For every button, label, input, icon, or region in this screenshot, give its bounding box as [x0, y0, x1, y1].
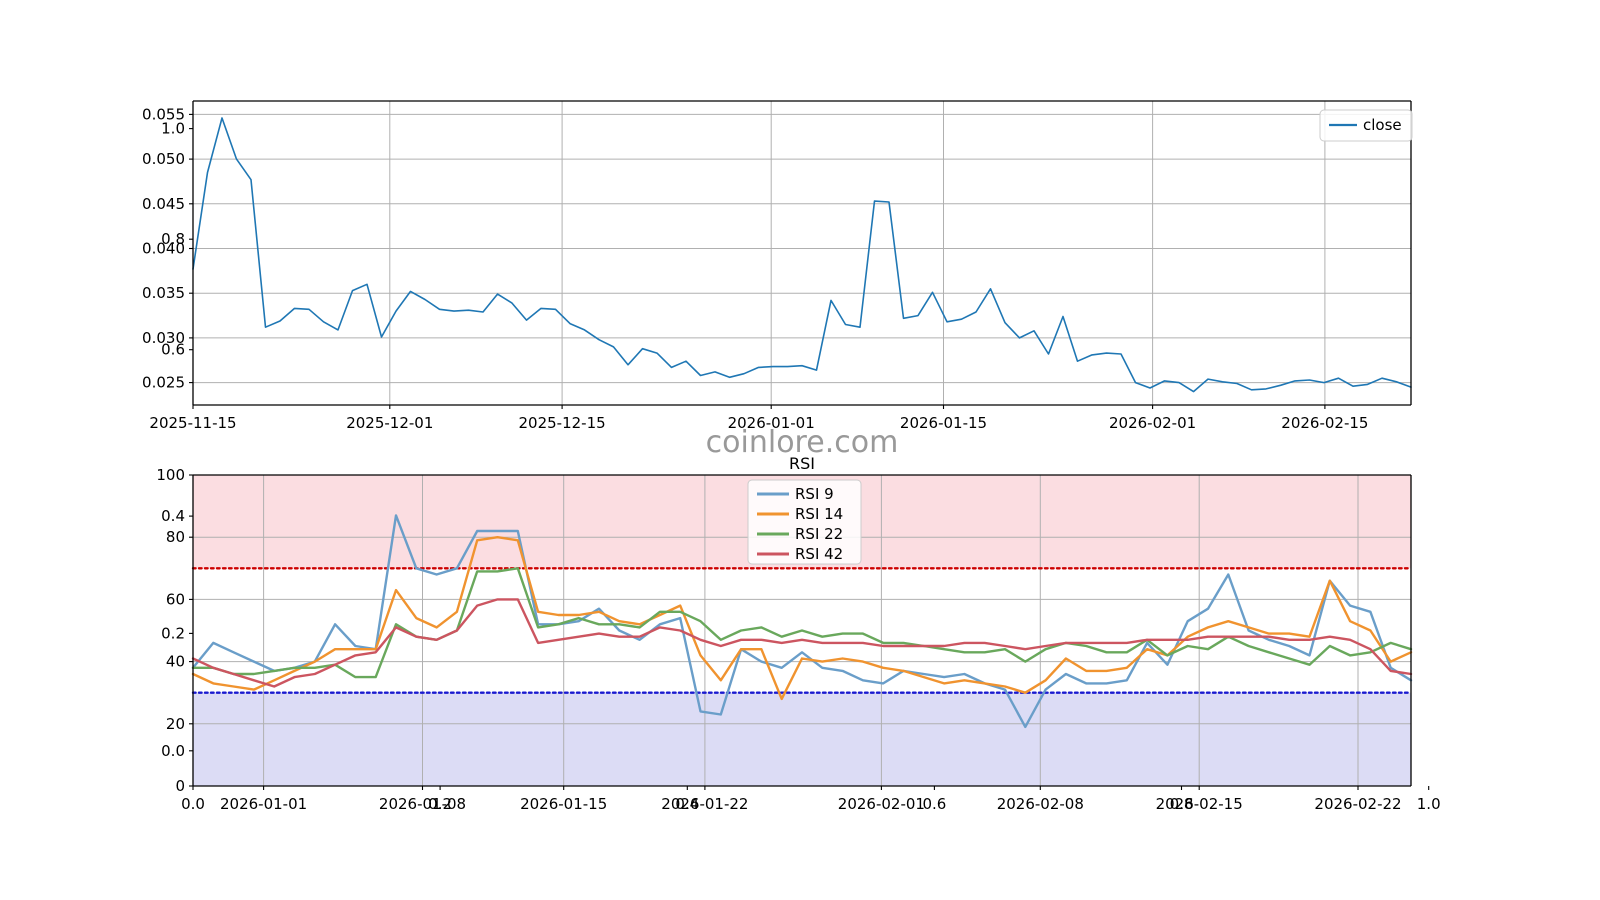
price-y-tick-label: 0.025 — [142, 374, 185, 392]
price-x-tick-label: 2026-01-15 — [900, 414, 987, 432]
rsi-secondary-x-tick-label: 1.0 — [1417, 795, 1441, 813]
price-x-tick-label: 2026-02-15 — [1281, 414, 1368, 432]
rsi-legend-label-rsi14: RSI 14 — [795, 505, 843, 523]
rsi-x-tick-label: 2026-02-22 — [1314, 795, 1401, 813]
rsi-secondary-y-tick-label: 0.4 — [161, 507, 185, 525]
price-y-tick-label: 0.030 — [142, 329, 185, 347]
rsi-secondary-x-tick-label: 0.6 — [922, 795, 946, 813]
rsi-legend[interactable]: RSI 9 RSI 14 RSI 22 RSI 42 — [747, 479, 862, 565]
price-legend-label-close: close — [1363, 116, 1402, 134]
price-secondary-y-tick-labels: 0.6 0.8 1.0 — [161, 120, 193, 359]
rsi-secondary-x-tick-labels: 0.0 0.2 0.4 0.6 0.8 1.0 — [181, 786, 1441, 813]
coinlore-watermark: coinlore.com — [706, 425, 899, 460]
rsi-x-tick-labels: 2026-01-01 2026-01-08 2026-01-15 2026-01-22… — [220, 786, 1402, 813]
rsi-secondary-y-tick-labels: 0.0 0.2 0.4 — [161, 507, 193, 760]
rsi-panel-title: RSI — [789, 454, 815, 473]
rsi-y-tick-label: 100 — [156, 466, 185, 484]
rsi-x-tick-label: 2026-02-08 — [997, 795, 1084, 813]
rsi-secondary-x-tick-label: 0.0 — [181, 795, 205, 813]
rsi-x-tick-label: 2026-02-15 — [1156, 795, 1243, 813]
rsi-secondary-x-tick-label: 0.8 — [1170, 795, 1194, 813]
rsi-y-tick-label: 40 — [166, 653, 185, 671]
rsi-legend-box — [747, 479, 862, 565]
rsi-legend-label-rsi42: RSI 42 — [795, 545, 843, 563]
price-x-tick-label: 2025-12-15 — [519, 414, 606, 432]
price-axes — [192, 100, 1412, 406]
rsi-line-rsi9 — [191, 514, 1413, 729]
rsi-y-tick-label: 20 — [166, 715, 185, 733]
rsi-series-group — [191, 514, 1413, 729]
rsi-axes — [192, 474, 1412, 787]
price-secondary-y-tick-label: 0.6 — [161, 341, 185, 359]
rsi-x-tick-label: 2026-01-08 — [379, 795, 466, 813]
price-secondary-y-tick-label: 0.8 — [161, 230, 185, 248]
rsi-secondary-x-tick-label: 0.2 — [428, 795, 452, 813]
rsi-y-tick-labels: 0 20 40 60 80 100 — [156, 466, 193, 795]
price-x-tick-label: 2025-12-01 — [346, 414, 433, 432]
price-legend[interactable]: close — [1319, 109, 1413, 142]
rsi-oversold-band — [193, 692, 1411, 786]
rsi-secondary-y-tick-label: 0.0 — [161, 742, 185, 760]
rsi-x-tick-label: 2026-01-22 — [661, 795, 748, 813]
rsi-x-tick-label: 2026-01-15 — [520, 795, 607, 813]
rsi-x-tick-label: 2026-01-01 — [220, 795, 307, 813]
rsi-y-tick-label: 80 — [166, 528, 185, 546]
price-y-tick-label: 0.035 — [142, 284, 185, 302]
price-y-tick-label: 0.050 — [142, 150, 185, 168]
rsi-legend-label-rsi9: RSI 9 — [795, 485, 834, 503]
price-y-tick-label: 0.055 — [142, 105, 185, 123]
price-x-tick-label: 2026-01-01 — [728, 414, 815, 432]
price-series-group — [192, 117, 1412, 393]
price-secondary-y-tick-label: 1.0 — [161, 120, 185, 138]
rsi-y-tick-label: 60 — [166, 590, 185, 608]
price-x-tick-label: 2026-02-01 — [1109, 414, 1196, 432]
rsi-secondary-y-tick-label: 0.2 — [161, 624, 185, 642]
price-y-tick-label: 0.040 — [142, 240, 185, 258]
rsi-x-tick-label: 2026-02-01 — [838, 795, 925, 813]
price-gridlines — [192, 101, 1411, 405]
price-line-close — [192, 117, 1412, 393]
rsi-line-rsi42 — [191, 598, 1413, 688]
rsi-legend-label-rsi22: RSI 22 — [795, 525, 843, 543]
rsi-line-rsi22 — [191, 567, 1413, 679]
price-x-tick-labels: 2025-11-15 2025-12-01 2025-12-15 2026-01-01… — [149, 405, 1368, 432]
price-x-tick-label: 2025-11-15 — [149, 414, 236, 432]
price-legend-box — [1319, 109, 1413, 142]
price-y-tick-labels: 0.025 0.030 0.035 0.040 0.045 0.050 0.055 — [142, 105, 193, 392]
price-plot-background — [193, 101, 1411, 405]
rsi-secondary-x-tick-label: 0.4 — [675, 795, 699, 813]
rsi-y-tick-label: 0 — [175, 777, 185, 795]
rsi-line-rsi14 — [191, 536, 1413, 701]
price-y-tick-label: 0.045 — [142, 195, 185, 213]
